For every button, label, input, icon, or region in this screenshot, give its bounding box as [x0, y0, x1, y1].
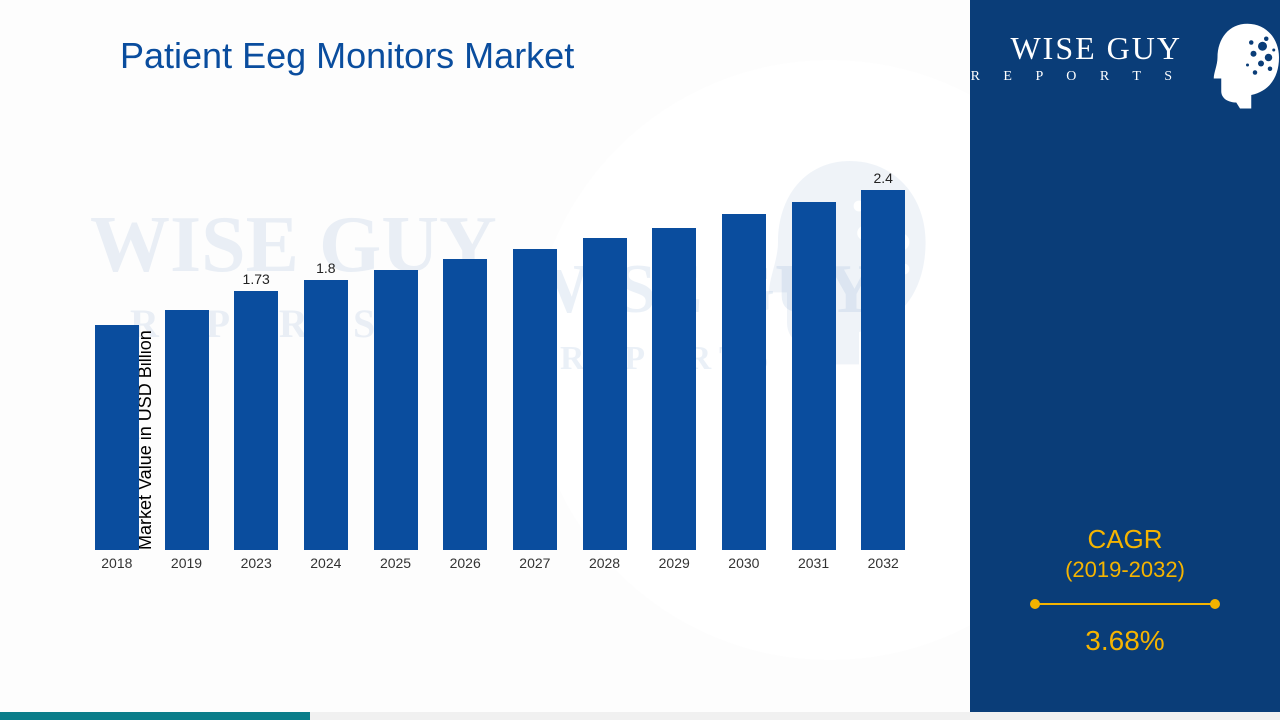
bar-column — [508, 229, 562, 551]
main-area: WISE GUYR E P O R T SWISE GUYR E P O R T… — [0, 0, 970, 712]
bar-rect — [165, 310, 209, 550]
bar-rect — [95, 325, 139, 550]
logo-sub-text: R E P O R T S — [971, 69, 1182, 85]
x-axis-tick: 2031 — [798, 555, 829, 571]
bar-column: 1.8 — [299, 260, 353, 550]
logo-head-icon — [1210, 20, 1280, 110]
x-axis-tick: 2019 — [171, 555, 202, 571]
cagr-label: CAGR — [1005, 524, 1245, 555]
bar-value-label: 1.8 — [316, 260, 335, 276]
cagr-range: (2019-2032) — [1005, 557, 1245, 583]
bar-value-label: 2.4 — [873, 170, 892, 186]
bar-column — [578, 218, 632, 550]
x-axis-tick: 2029 — [659, 555, 690, 571]
bar-column — [160, 290, 214, 550]
cagr-block: CAGR (2019-2032) 3.68% — [1005, 524, 1245, 657]
x-axis-labels: 2018 2019 2023 2024 2025 2026 2027 2028 2029 2030… — [90, 555, 910, 580]
chart-title: Patient Eeg Monitors Market — [120, 35, 574, 77]
bar-rect — [304, 280, 348, 550]
x-axis-tick: 2023 — [241, 555, 272, 571]
bar-column — [90, 305, 144, 550]
x-axis-tick: 2026 — [450, 555, 481, 571]
bar-column: 1.73 — [229, 271, 283, 551]
bar-rect — [513, 249, 557, 551]
x-axis-tick: 2030 — [728, 555, 759, 571]
bar-rect — [722, 214, 766, 550]
bar-rect — [652, 228, 696, 551]
x-axis-tick: 2024 — [310, 555, 341, 571]
x-axis-tick: 2027 — [519, 555, 550, 571]
bar-value-label: 1.73 — [243, 271, 270, 287]
infographic-canvas: WISE GUYR E P O R T SWISE GUYR E P O R T… — [0, 0, 1280, 720]
bar-rect — [792, 202, 836, 550]
bar-rect — [443, 259, 487, 550]
bar-column — [717, 194, 771, 550]
bar-rect — [583, 238, 627, 550]
bar-column — [647, 208, 701, 551]
bar-column — [787, 182, 841, 550]
bar-column — [438, 239, 492, 550]
bar-rect — [234, 291, 278, 551]
bars-container: 1.73 1.8 2.4 — [90, 160, 910, 550]
bottom-accent-bar — [0, 712, 310, 720]
logo-main-text: WISE GUY — [971, 30, 1182, 67]
x-axis-tick: 2018 — [101, 555, 132, 571]
x-axis-tick: 2028 — [589, 555, 620, 571]
side-panel: WISE GUY R E P O R T S CAGR (2019-2032) … — [970, 0, 1280, 712]
cagr-divider-line — [1035, 603, 1215, 605]
x-axis-tick: 2032 — [868, 555, 899, 571]
brand-logo: WISE GUY R E P O R T S — [971, 30, 1182, 85]
bar-chart: Market Value in USD Billion 1.731.82.4 2… — [90, 160, 910, 580]
bar-column: 2.4 — [856, 170, 910, 550]
x-axis-tick: 2025 — [380, 555, 411, 571]
cagr-value: 3.68% — [1005, 625, 1245, 657]
bar-rect — [374, 270, 418, 551]
bar-column — [369, 250, 423, 551]
bar-rect — [861, 190, 905, 550]
